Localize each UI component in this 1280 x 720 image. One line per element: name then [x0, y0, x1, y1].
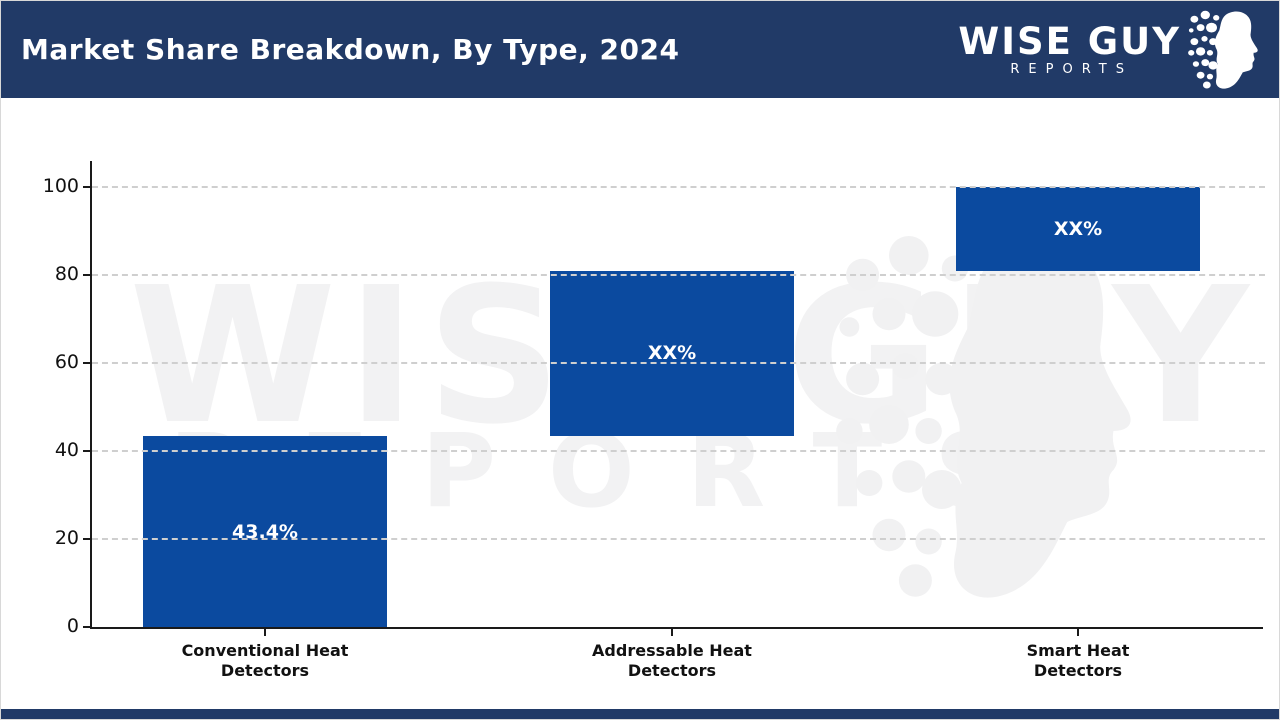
x-category-label: Addressable Heat Detectors — [532, 641, 812, 681]
y-axis-tick — [83, 362, 90, 364]
header-bar: Market Share Breakdown, By Type, 2024 WI… — [1, 1, 1279, 98]
x-category-label-line: Addressable Heat — [592, 641, 752, 660]
x-category-label-line: Smart Heat — [1026, 641, 1130, 660]
x-category-label: Conventional Heat Detectors — [125, 641, 405, 681]
bar-value-label: 43.4% — [232, 520, 298, 543]
logo-head-icon — [1188, 10, 1258, 89]
y-axis-tick-label: 100 — [42, 175, 79, 197]
gridline — [92, 274, 1265, 276]
y-axis-line — [90, 161, 92, 629]
y-axis-tick — [83, 626, 90, 628]
bar — [550, 270, 794, 437]
x-axis-tick — [671, 629, 673, 636]
x-axis-tick — [1077, 629, 1079, 636]
bar — [956, 187, 1200, 271]
chart-title: Market Share Breakdown, By Type, 2024 — [21, 33, 680, 66]
bar-value-label: XX% — [647, 342, 697, 365]
logo-wiseguy-label: WISE GUY — [958, 20, 1181, 63]
bar — [143, 436, 387, 627]
gridline — [92, 186, 1265, 188]
y-axis-tick-label: 80 — [54, 263, 79, 285]
x-axis-tick — [264, 629, 266, 636]
y-axis-tick — [83, 274, 90, 276]
y-axis-tick-label: 0 — [66, 615, 79, 637]
x-category-label-line: Conventional Heat — [181, 641, 349, 660]
logo-text: WISE GUY REPORTS — [958, 23, 1181, 77]
gridline — [92, 362, 1265, 364]
gridline — [92, 450, 1265, 452]
y-axis-tick-label: 60 — [54, 351, 79, 373]
y-axis-tick — [83, 186, 90, 188]
x-axis-line — [90, 627, 1263, 629]
x-category-label-line: Detectors — [1033, 661, 1123, 680]
y-axis-tick-label: 40 — [54, 439, 79, 461]
x-category-label-line: Detectors — [627, 661, 717, 680]
bar-value-label: XX% — [1053, 217, 1103, 240]
gridline — [92, 538, 1265, 540]
y-axis-tick-label: 20 — [54, 527, 79, 549]
logo-reports-label: REPORTS — [1010, 62, 1133, 77]
y-axis-tick — [83, 538, 90, 540]
y-axis-tick — [83, 450, 90, 452]
wise-guy-reports-logo: WISE GUY REPORTS — [958, 7, 1263, 93]
x-category-label: Smart Heat Detectors — [938, 641, 1218, 681]
footer-bar — [1, 709, 1279, 719]
x-category-label-line: Detectors — [220, 661, 310, 680]
